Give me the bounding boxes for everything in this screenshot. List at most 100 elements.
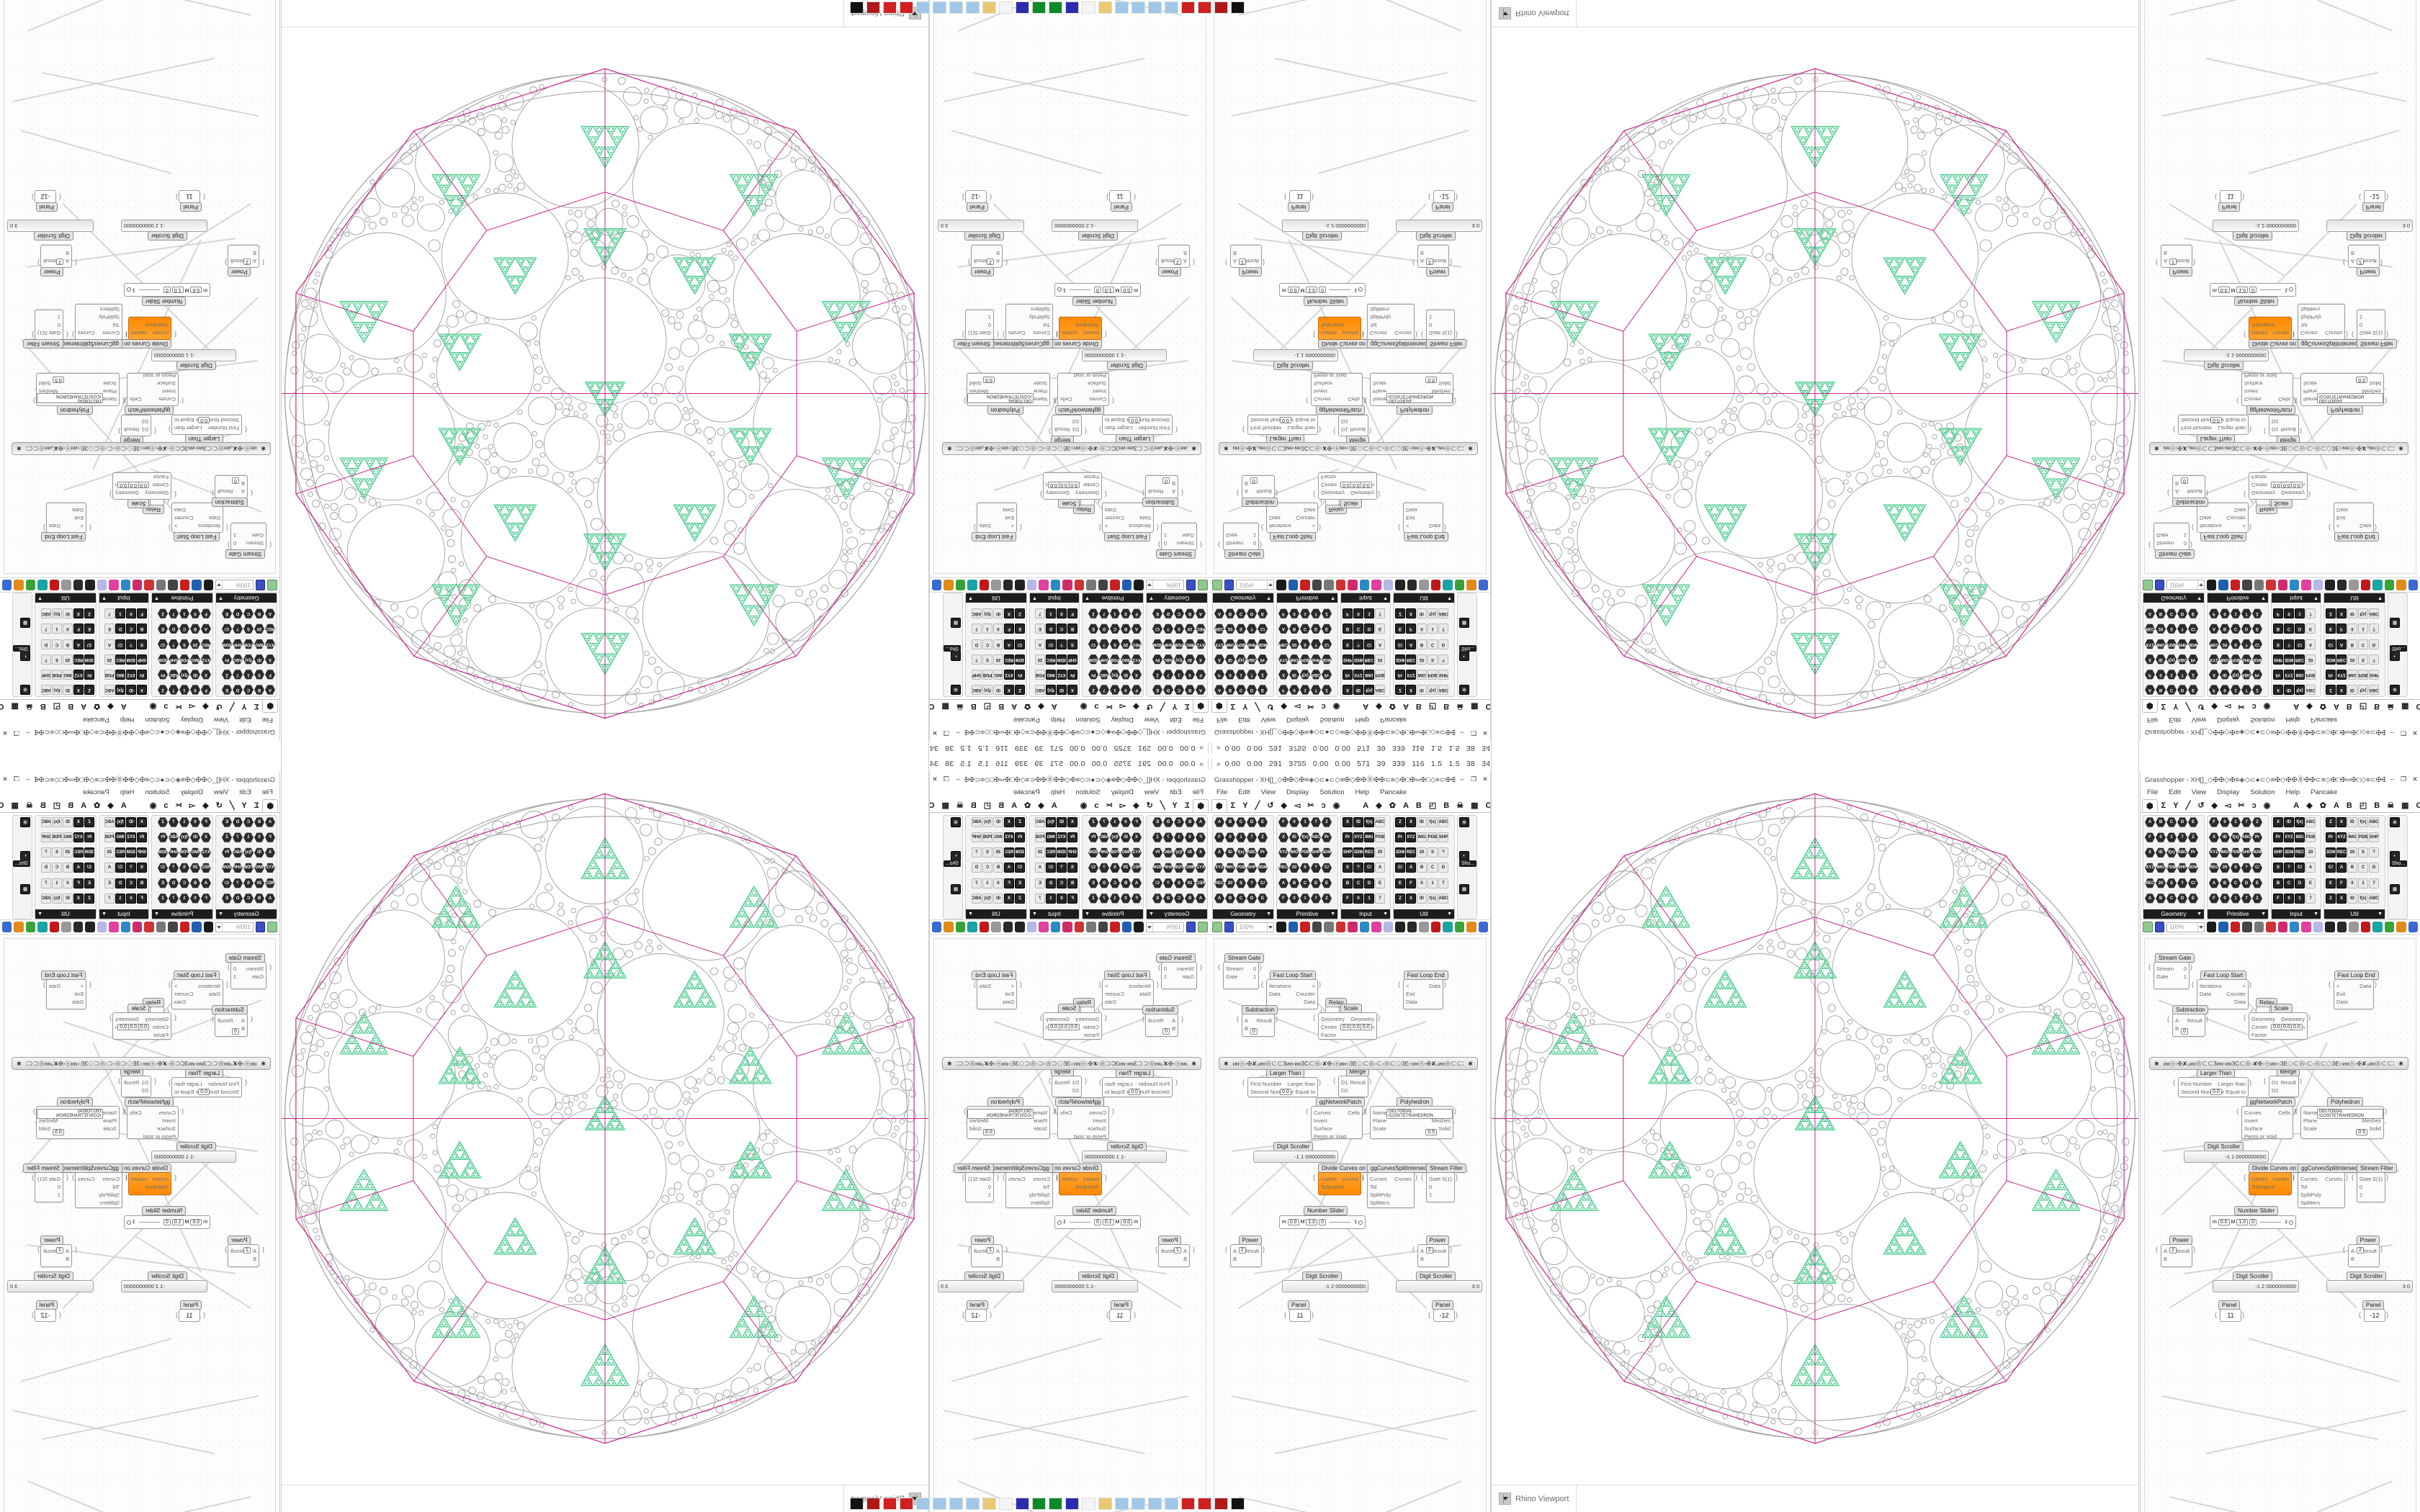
- gh-component-icon[interactable]: E: [2188, 608, 2198, 618]
- gh-menu-item-edit[interactable]: Edit: [1170, 788, 1182, 796]
- gh-node[interactable]: Curves Invert Surface Perim or Void Cells: [2241, 1106, 2293, 1140]
- gh-input-port[interactable]: Gate: [2156, 973, 2169, 980]
- gh-toolbar-icon-13[interactable]: [1430, 580, 1441, 590]
- gh-component-icon[interactable]: PDB: [1035, 832, 1045, 843]
- gh-component-icon[interactable]: SHP: [2273, 847, 2283, 858]
- gh-component-icon[interactable]: SHP: [169, 654, 179, 665]
- gh-toolbar-icon-16[interactable]: [1466, 922, 1476, 932]
- gh-input-port[interactable]: First Number: [1250, 1081, 1282, 1087]
- gh-ribbon-tab-4[interactable]: ↺: [1146, 801, 1153, 810]
- gh-ribbon-tab-15[interactable]: ◰: [1428, 702, 1437, 711]
- gh-input-port[interactable]: D2: [1341, 1087, 1348, 1094]
- gh-component-icon[interactable]: C/: [1258, 878, 1268, 888]
- gh-component-icon[interactable]: ID: [2347, 685, 2357, 695]
- gh-component-icon[interactable]: B: [1289, 624, 1299, 634]
- gh-component-icon[interactable]: 1: [1300, 817, 1310, 827]
- gh-menu-item-display[interactable]: Display: [1111, 788, 1134, 796]
- gh-component-icon[interactable]: A: [2209, 878, 2219, 888]
- gh-component-icon[interactable]: 3DM: [126, 654, 136, 665]
- gh-component-icon[interactable]: XYZ: [73, 832, 84, 843]
- gh-node[interactable]: Gate 0 1 S(1): [965, 310, 994, 340]
- gh-component-icon[interactable]: F: [1196, 670, 1206, 680]
- gh-component-icon[interactable]: C/: [1152, 878, 1162, 888]
- gh-input-port[interactable]: Tol: [112, 322, 120, 328]
- gh-component-icon[interactable]: D: [1364, 624, 1374, 634]
- gh-component-icon[interactable]: E: [2252, 624, 2262, 634]
- gh-component-icon[interactable]: Pr: [1395, 669, 1405, 680]
- gh-ribbon-tab-6[interactable]: ◅: [1119, 801, 1126, 810]
- gh-menu-item-display[interactable]: Display: [2217, 788, 2240, 796]
- gh-component-icon[interactable]: E: [222, 817, 232, 827]
- gh-input-port[interactable]: B: [2164, 1256, 2168, 1262]
- gh-group-bar[interactable]: ✱ инⓞ◦✠✘₀ин❀⊂⊂Зин◦инЗС⊂❀◦✘✠◦ⓞин○ЗЕ◇⊂❀◦⊂◦…: [1219, 442, 1478, 455]
- gh-component-icon[interactable]: 1: [1174, 670, 1184, 680]
- gh-output-port[interactable]: Counter: [1296, 515, 1315, 521]
- gh-toolbar-icon-17[interactable]: [2, 580, 12, 590]
- gh-component-icon[interactable]: f(x): [115, 817, 125, 827]
- gh-component-icon[interactable]: C: [179, 878, 189, 888]
- gh-input-port[interactable]: Surface: [1088, 1125, 1106, 1132]
- gh-component-icon[interactable]: F: [265, 670, 275, 680]
- gh-component-icon[interactable]: 3DM: [1322, 654, 1332, 665]
- gh-component-icon[interactable]: C: [1353, 878, 1363, 888]
- gh-component-icon[interactable]: 7: [1247, 670, 1257, 680]
- gh-node-label[interactable]: Scale: [2270, 499, 2293, 508]
- gh-node[interactable]: D1 D2 Result: [121, 1076, 151, 1097]
- gh-component-icon[interactable]: REC: [2336, 654, 2347, 665]
- gh-component-icon[interactable]: Pr: [1152, 847, 1162, 858]
- gh-component-icon[interactable]: S: [52, 847, 62, 858]
- gh-component-icon[interactable]: PDB: [179, 847, 189, 858]
- gh-component-icon[interactable]: ?: [1311, 639, 1321, 649]
- gh-component-icon[interactable]: A: [2209, 624, 2219, 634]
- gh-component-icon[interactable]: ABC: [1311, 670, 1321, 680]
- gh-center-value[interactable]: 0.0: [1068, 1024, 1080, 1030]
- gh-output-port[interactable]: Cells: [130, 396, 142, 402]
- gh-component-icon[interactable]: SHP: [41, 669, 51, 680]
- slider-min-value[interactable]: 0.0: [1121, 287, 1133, 293]
- gh-component-icon[interactable]: C: [52, 639, 62, 649]
- rhino-viewport-canvas[interactable]: [1492, 756, 2138, 1485]
- gh-component-icon[interactable]: C/: [1395, 863, 1405, 873]
- gh-digit-scroller[interactable]: -1 1 0000000000: [1082, 349, 1167, 361]
- gh-component-icon[interactable]: ID: [254, 654, 264, 665]
- gh-window-button-0[interactable]: –: [1460, 775, 1464, 783]
- gh-component-icon[interactable]: X: [2209, 670, 2219, 680]
- gh-input-port[interactable]: SplitPoly: [98, 1192, 120, 1198]
- gh-component-icon[interactable]: IMG: [1121, 654, 1131, 665]
- gh-operand-a[interactable]: 2: [243, 258, 251, 265]
- gh-component-icon[interactable]: 7: [1375, 608, 1385, 619]
- gh-output-port[interactable]: Result: [218, 1017, 233, 1024]
- gh-component-icon[interactable]: X: [2209, 832, 2219, 842]
- gh-output-port[interactable]: Result: [2187, 1017, 2202, 1024]
- gh-toolbar-icon-13[interactable]: [979, 580, 990, 590]
- gh-component-icon[interactable]: Z: [2252, 685, 2262, 695]
- slider-track[interactable]: [138, 1222, 160, 1223]
- gh-component-icon[interactable]: A: [1196, 817, 1206, 827]
- gh-node[interactable]: curves Tolerance curves: [1318, 317, 1361, 340]
- gh-component-icon[interactable]: C/: [84, 863, 94, 873]
- new-file-icon[interactable]: [1212, 580, 1222, 590]
- gh-menu-item-file[interactable]: File: [261, 716, 273, 724]
- gh-scale-value[interactable]: 0.5: [983, 1129, 995, 1135]
- gh-digit-scroller[interactable]: -1 2 0000000000: [121, 1280, 207, 1292]
- gh-node[interactable]: < Exit Data Data: [46, 503, 86, 533]
- gh-component-icon[interactable]: Pr: [2188, 654, 2198, 665]
- gh-component-icon[interactable]: D: [115, 624, 125, 634]
- gh-input-port[interactable]: Data: [1406, 507, 1417, 513]
- gh-ribbon-tab-15[interactable]: ◰: [983, 801, 992, 810]
- gh-input-port[interactable]: Perim or Void: [2244, 1133, 2277, 1140]
- chevron-down-icon[interactable]: ▼: [2378, 912, 2383, 917]
- gh-component-icon[interactable]: F: [1067, 893, 1077, 904]
- gh-node-label[interactable]: Subtraction: [211, 498, 248, 507]
- gh-node[interactable]: Curves Invert Surface Perim or Void Cells: [1057, 1106, 1109, 1140]
- gh-ribbon-tab-15[interactable]: ◰: [2359, 801, 2367, 810]
- chevron-down-icon[interactable]: ▼: [154, 912, 159, 917]
- gh-component-icon[interactable]: 7: [2241, 894, 2251, 904]
- gh-input-port[interactable]: Iterations: [198, 523, 220, 529]
- gh-component-icon[interactable]: ID: [126, 817, 136, 827]
- gh-component-icon[interactable]: B: [137, 624, 147, 634]
- gh-component-icon[interactable]: SHP: [2177, 863, 2187, 873]
- gh-component-icon[interactable]: Z: [1015, 893, 1025, 904]
- gh-component-icon[interactable]: ID: [1225, 847, 1235, 858]
- gh-component-icon[interactable]: Z: [1395, 608, 1405, 619]
